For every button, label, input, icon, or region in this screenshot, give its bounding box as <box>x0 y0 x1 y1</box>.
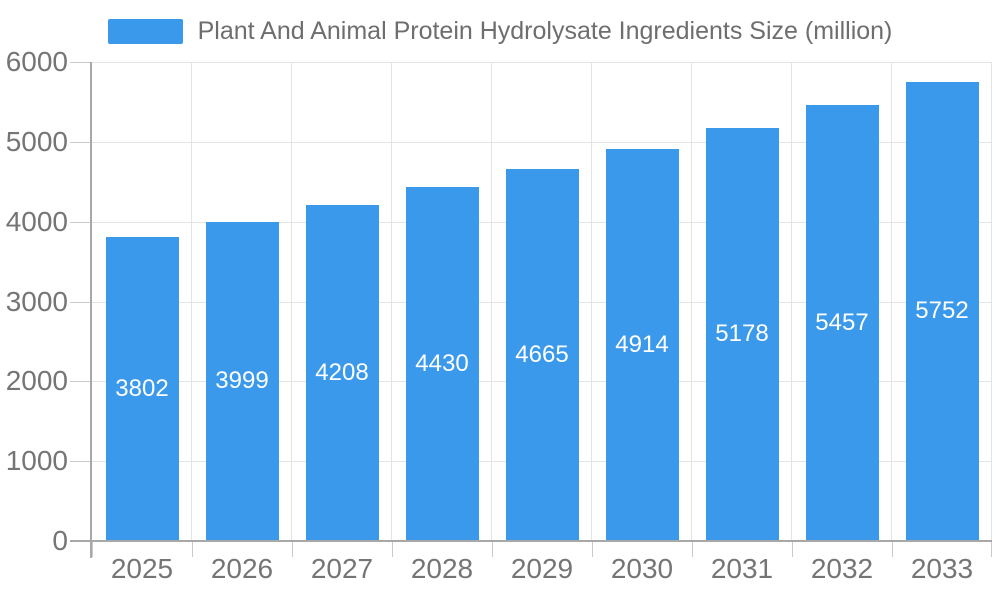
h-gridline <box>92 141 992 143</box>
bar[interactable]: 5457 <box>805 105 879 541</box>
y-tick-mark <box>70 461 92 463</box>
y-axis-tick-label: 3000 <box>5 285 68 317</box>
y-axis-tick-label: 5000 <box>5 125 68 157</box>
bar[interactable]: 3999 <box>205 221 279 541</box>
y-axis-tick-label: 6000 <box>5 46 68 77</box>
y-axis-tick-label: 4000 <box>5 205 68 237</box>
x-tick-mark <box>991 541 992 557</box>
x-axis-tick-label: 2029 <box>510 553 574 584</box>
y-tick-mark <box>70 301 92 303</box>
bar[interactable]: 5178 <box>705 127 779 541</box>
y-tick-mark <box>70 381 92 383</box>
legend-label: Plant And Animal Protein Hydrolysate Ing… <box>197 17 893 45</box>
plot-area: 3802 3999 4208 4430 4665 4914 5178 5457 5752 <box>92 62 992 541</box>
y-axis-line <box>90 62 92 558</box>
bar[interactable]: 3802 <box>105 237 179 541</box>
v-gridline <box>791 62 792 541</box>
legend[interactable]: Plant And Animal Protein Hydrolysate Ing… <box>0 17 1000 46</box>
bar-value-label: 4914 <box>615 330 669 358</box>
x-axis-line <box>70 540 992 542</box>
h-gridline <box>92 62 992 63</box>
x-tick-mark <box>692 541 693 557</box>
bar-value-label: 3999 <box>215 367 269 395</box>
bar[interactable]: 4208 <box>305 205 379 541</box>
y-tick-mark <box>70 62 92 63</box>
v-gridline <box>591 62 592 541</box>
v-gridline <box>191 62 192 541</box>
v-gridline <box>891 62 892 541</box>
x-tick-mark <box>392 541 393 557</box>
v-gridline <box>991 62 992 541</box>
bar-value-label: 4208 <box>315 359 369 387</box>
y-axis-tick-label: 1000 <box>5 445 68 477</box>
x-axis-tick-label: 2028 <box>410 553 474 584</box>
v-gridline <box>391 62 392 541</box>
x-tick-mark <box>892 541 893 557</box>
y-axis-tick-label: 0 <box>52 525 68 556</box>
v-gridline <box>691 62 692 541</box>
y-tick-mark <box>70 141 92 143</box>
bar-value-label: 3802 <box>115 375 169 403</box>
x-axis-tick-label: 2025 <box>110 553 174 584</box>
x-tick-mark <box>792 541 793 557</box>
x-axis-tick-label: 2027 <box>310 553 374 584</box>
legend-swatch <box>107 19 183 44</box>
bar[interactable]: 4665 <box>505 168 579 541</box>
y-tick-mark <box>70 221 92 223</box>
bar-value-label: 5457 <box>815 309 869 337</box>
bar-value-label: 5752 <box>915 297 969 325</box>
bar[interactable]: 5752 <box>905 81 979 541</box>
x-tick-mark <box>92 541 93 557</box>
x-tick-mark <box>492 541 493 557</box>
x-tick-mark <box>192 541 193 557</box>
bar-value-label: 4430 <box>415 350 469 378</box>
x-axis-tick-label: 2026 <box>210 553 274 584</box>
x-axis-tick-label: 2033 <box>910 553 974 584</box>
x-axis-tick-label: 2032 <box>810 553 874 584</box>
x-tick-mark <box>292 541 293 557</box>
v-gridline <box>491 62 492 541</box>
x-tick-mark <box>592 541 593 557</box>
x-axis-tick-label: 2030 <box>610 553 674 584</box>
y-axis-tick-label: 2000 <box>5 365 68 397</box>
bar-value-label: 4665 <box>515 340 569 368</box>
bar-value-label: 5178 <box>715 320 769 348</box>
v-gridline <box>291 62 292 541</box>
bar[interactable]: 4914 <box>605 148 679 541</box>
bar[interactable]: 4430 <box>405 187 479 541</box>
x-axis-tick-label: 2031 <box>710 553 774 584</box>
